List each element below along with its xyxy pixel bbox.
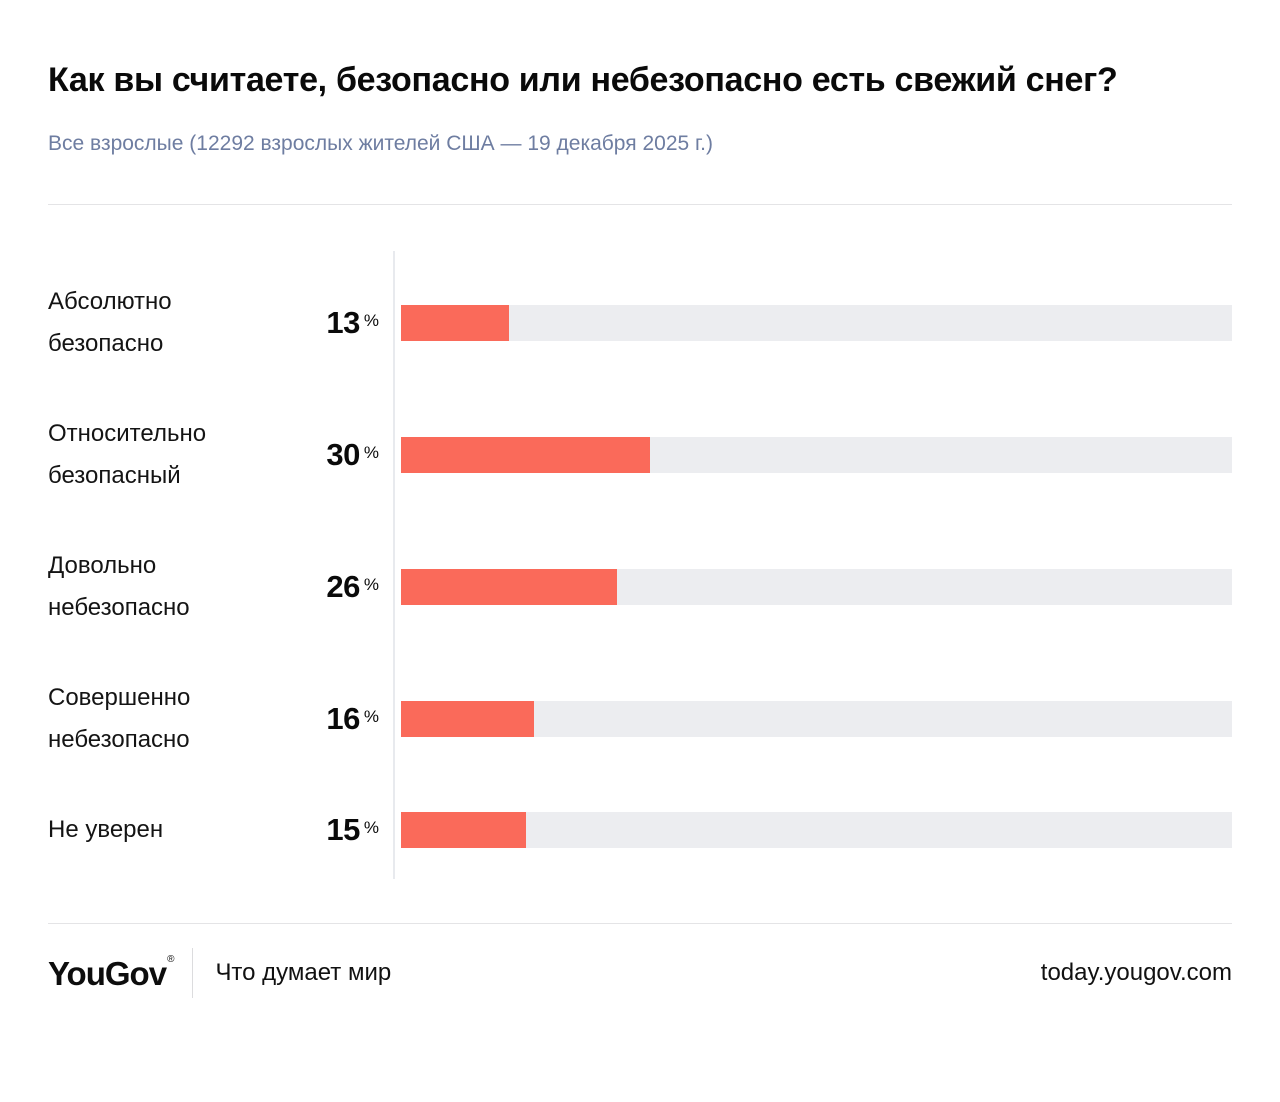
footer-vertical-divider <box>192 948 194 998</box>
bar-track <box>401 701 1232 737</box>
value-number: 16 <box>326 701 360 736</box>
category-label: Относительно безопасный <box>48 420 207 489</box>
bar-track <box>401 437 1232 473</box>
percent-sign: % <box>363 443 379 462</box>
bar-fill <box>401 437 651 473</box>
bar-fill <box>401 701 534 737</box>
value-label: 26% <box>298 569 393 605</box>
footer-branding: YouGov® Что думает мир <box>48 948 391 998</box>
category-label: Абсолютно безопасно <box>48 288 172 357</box>
percent-sign: % <box>363 311 379 330</box>
bar-fill <box>401 569 618 605</box>
chart-row: Довольно небезопасно 26% <box>48 545 1232 629</box>
category-label: Не уверен <box>48 816 164 843</box>
value-number: 30 <box>326 437 360 472</box>
chart-row: Совершенно небезопасно 16% <box>48 677 1232 761</box>
category-label: Совершенно небезопасно <box>48 684 191 753</box>
value-label: 15% <box>298 812 393 848</box>
bottom-divider <box>48 923 1232 924</box>
chart-row: Не уверен 15% <box>48 809 1232 851</box>
bar-track <box>401 812 1232 848</box>
yougov-logo: YouGov® <box>48 953 175 992</box>
registered-trademark-icon: ® <box>167 953 174 965</box>
header: Как вы считаете, безопасно или небезопас… <box>48 52 1232 156</box>
top-divider <box>48 204 1232 205</box>
bar-fill <box>401 812 526 848</box>
category-label: Довольно небезопасно <box>48 552 190 621</box>
yougov-logo-text: YouGov <box>48 954 167 992</box>
bar-track <box>401 305 1232 341</box>
page-title: Как вы считаете, безопасно или небезопас… <box>48 61 1118 99</box>
value-number: 26 <box>326 569 360 604</box>
footer-tagline: Что думает мир <box>215 959 392 986</box>
value-number: 15 <box>326 812 360 847</box>
percent-sign: % <box>363 707 379 726</box>
bar-track <box>401 569 1232 605</box>
footer-site-url: today.yougov.com <box>1040 959 1232 986</box>
bar-fill <box>401 305 510 341</box>
percent-sign: % <box>363 818 379 837</box>
chart-row: Абсолютно безопасно 13% <box>48 281 1232 365</box>
value-label: 16% <box>298 701 393 737</box>
y-axis-line <box>393 251 395 879</box>
value-number: 13 <box>326 305 360 340</box>
value-label: 30% <box>298 437 393 473</box>
footer: YouGov® Что думает мир today.yougov.com <box>48 948 1232 998</box>
bar-chart: Абсолютно безопасно 13% Относительно без… <box>48 251 1232 879</box>
value-label: 13% <box>298 305 393 341</box>
page-subtitle: Все взрослые (12292 взрослых жителей США… <box>48 132 713 155</box>
chart-row: Относительно безопасный 30% <box>48 413 1232 497</box>
percent-sign: % <box>363 575 379 594</box>
